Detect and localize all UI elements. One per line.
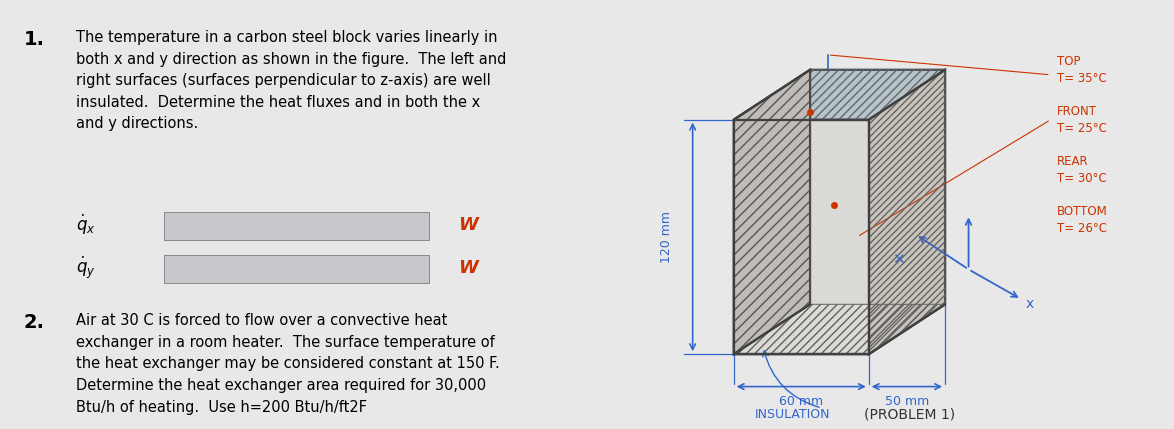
Text: ✕: ✕ [792,137,804,152]
Text: 2.: 2. [23,313,45,332]
Text: $\dot{q}_x$: $\dot{q}_x$ [76,213,96,237]
Text: W: W [458,259,478,277]
Text: REAR
T= 30°C: REAR T= 30°C [1057,154,1106,184]
Text: x: x [1026,297,1034,311]
Text: TOP
T= 35°C: TOP T= 35°C [1057,55,1106,85]
Text: 1.: 1. [23,30,45,49]
Text: 60 mm: 60 mm [780,395,823,408]
Text: INSULATION: INSULATION [755,408,830,420]
Polygon shape [734,120,869,354]
Text: 120 mm: 120 mm [660,211,673,263]
Polygon shape [869,70,945,354]
FancyBboxPatch shape [164,255,429,283]
Text: 50 mm: 50 mm [885,395,929,408]
Text: Air at 30 C is forced to flow over a convective heat
exchanger in a room heater.: Air at 30 C is forced to flow over a con… [76,313,500,414]
Text: ✕: ✕ [892,252,904,267]
Text: The temperature in a carbon steel block varies linearly in
both x and y directio: The temperature in a carbon steel block … [76,30,507,131]
Polygon shape [734,70,945,120]
FancyBboxPatch shape [164,212,429,240]
Text: $\dot{q}_y$: $\dot{q}_y$ [76,255,96,281]
Text: FRONT
T= 25°C: FRONT T= 25°C [1057,105,1106,135]
Text: (PROBLEM 1): (PROBLEM 1) [864,407,956,421]
Polygon shape [734,304,945,354]
Text: W: W [458,216,478,234]
Text: BOTTOM
T= 26°C: BOTTOM T= 26°C [1057,205,1107,235]
Polygon shape [734,70,810,354]
